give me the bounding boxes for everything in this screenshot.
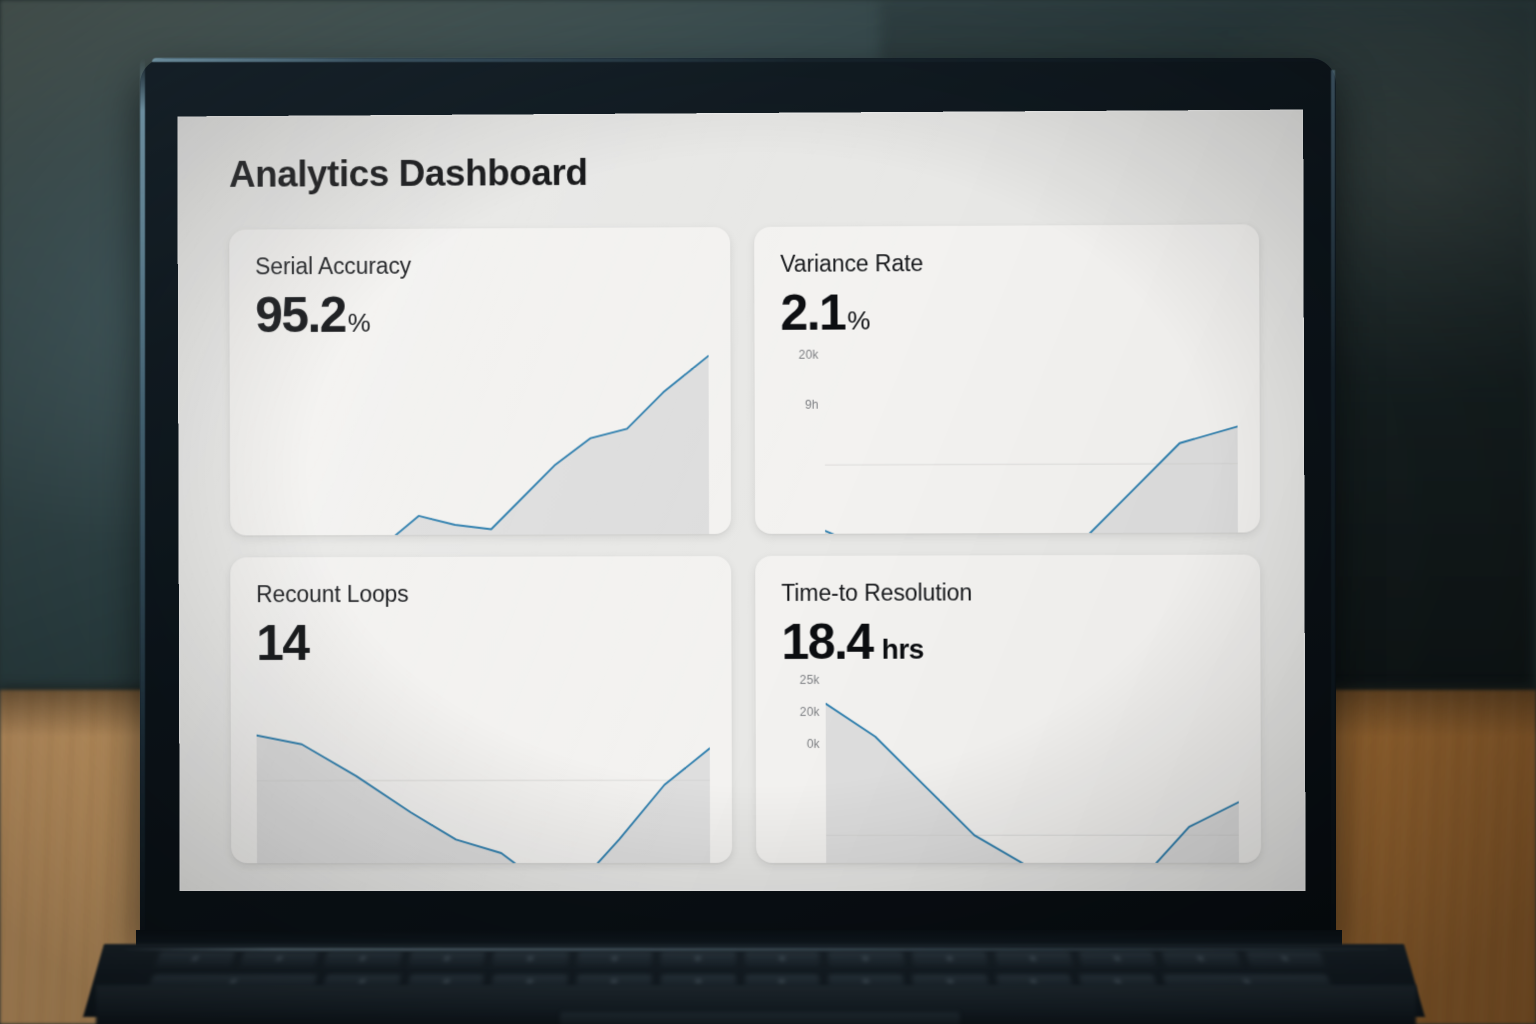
keyboard-key	[744, 952, 820, 967]
lid-edge-highlight-top	[152, 58, 1332, 62]
card-value: 95.2%	[255, 286, 708, 344]
dashboard-app: Analytics Dashboard Serial Accuracy 95.2…	[177, 110, 1305, 892]
y-axis-label: 0k	[806, 736, 820, 751]
area-fill	[255, 355, 710, 536]
chart-area: Woak 1 Woak 2 Woak 2 Woak 1 Woak 6 Woak …	[256, 671, 711, 864]
laptop-screen: Analytics Dashboard Serial Accuracy 95.2…	[177, 109, 1306, 892]
keyboard-key	[995, 952, 1073, 967]
base-edge-highlight	[120, 948, 1388, 951]
card-label: Recount Loops	[256, 580, 409, 608]
metric-card-recount-loops[interactable]: Recount Loops 14	[230, 556, 733, 864]
keyboard-key	[660, 952, 736, 967]
keyboard-key	[155, 952, 235, 967]
metric-card-serial-accuracy[interactable]: Serial Accuracy 95.2%	[229, 227, 732, 536]
keyboard-key	[1078, 952, 1157, 967]
card-label: Variance Rate	[780, 250, 924, 277]
lid-edge-highlight-left	[140, 58, 145, 938]
y-axis-label: 25k	[799, 672, 820, 687]
card-value-number: 18.4	[781, 613, 873, 670]
area-chart-svg	[825, 340, 1239, 534]
chart-area: 25k 20k 0k	[782, 670, 1240, 863]
card-label: Serial Accuracy	[255, 252, 412, 280]
keyboard-key	[239, 952, 318, 967]
y-axis-label: 9h	[804, 397, 819, 412]
metric-card-variance-rate[interactable]: Variance Rate 2.1% 20k 9h	[754, 224, 1261, 534]
card-value: 18.4 hrs	[781, 613, 1238, 670]
card-value-unit: hrs	[881, 633, 925, 665]
card-value-unit: %	[347, 307, 371, 338]
chart-row	[255, 342, 710, 536]
keyboard-key	[828, 952, 904, 967]
area-chart-svg	[826, 670, 1240, 863]
lid-edge-highlight-right	[1331, 70, 1335, 930]
metric-card-time-to-resolution[interactable]: Time-to Resolution 18.4 hrs 25k 20k 0k	[755, 554, 1262, 863]
card-value: 2.1%	[780, 284, 1237, 341]
keyboard-key	[1162, 952, 1241, 967]
keyboard-key	[407, 952, 485, 967]
y-axis: 25k 20k 0k	[782, 671, 827, 863]
area-chart-svg	[256, 671, 711, 864]
chart-row: 25k 20k 0k	[782, 670, 1240, 863]
keyboard-key	[576, 952, 652, 967]
plot-recount-loops[interactable]	[256, 671, 711, 864]
keyboard-key	[492, 952, 569, 967]
y-axis-label: 20k	[799, 704, 820, 719]
keyboard-key	[911, 952, 988, 967]
trackpad[interactable]	[560, 1012, 960, 1024]
chart-area: 20k 9h	[781, 340, 1239, 534]
area-fill	[256, 734, 711, 864]
area-fill	[824, 426, 1239, 534]
y-axis: 20k 9h	[781, 342, 826, 534]
chart-row: 20k 9h	[781, 340, 1239, 534]
plot-serial-accuracy[interactable]	[255, 342, 710, 536]
plot-time-to-resolution[interactable]	[826, 670, 1240, 863]
area-chart-svg	[255, 342, 710, 536]
keyboard-key	[1245, 952, 1325, 967]
chart-row	[256, 671, 711, 864]
card-label: Time-to Resolution	[781, 579, 973, 606]
card-value-number: 95.2	[255, 286, 346, 344]
card-value-number: 2.1	[780, 284, 846, 341]
chart-area: Woak 1 Woak 2 Woak 2 Woak 2 Woak 1 Woak …	[255, 342, 710, 536]
keyboard-key	[323, 952, 402, 967]
card-value-number: 14	[256, 614, 309, 671]
card-value-unit: %	[847, 305, 871, 336]
page-title: Analytics Dashboard	[228, 151, 588, 195]
metric-card-grid: Serial Accuracy 95.2%	[229, 224, 1262, 864]
keyboard-row	[145, 952, 1334, 967]
y-axis-label: 20k	[798, 347, 819, 362]
card-value: 14	[256, 614, 709, 671]
plot-variance-rate[interactable]	[825, 340, 1239, 534]
